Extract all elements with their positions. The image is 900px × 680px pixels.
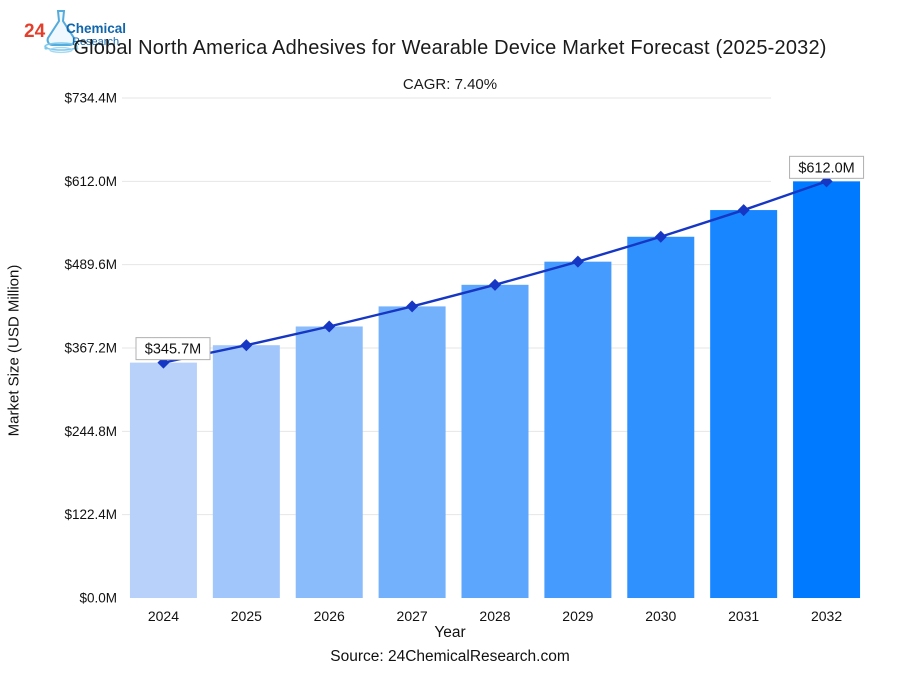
x-tick-label: 2024: [148, 608, 179, 624]
y-tick-label: $612.0M: [64, 174, 117, 189]
bar-2030: [627, 236, 695, 598]
bar-2031: [710, 210, 778, 598]
bar-2028: [461, 284, 529, 598]
bar-2026: [295, 326, 363, 598]
trend-marker-2029: [571, 255, 584, 268]
y-tick-label: $244.8M: [64, 424, 117, 439]
bar-2032: [793, 181, 861, 599]
logo-graphic: 24 Chemical Research: [24, 10, 126, 54]
data-label-text-2024: $345.7M: [145, 342, 201, 358]
y-tick-label: $367.2M: [64, 341, 117, 356]
source-note: Source: 24ChemicalResearch.com: [330, 648, 570, 665]
y-tick-label: $122.4M: [64, 507, 117, 522]
x-tick-label: 2027: [397, 608, 428, 624]
trend-marker-2027: [406, 300, 419, 313]
flask-icon: [44, 10, 79, 54]
x-tick-label: 2031: [728, 608, 759, 624]
data-label-text-2032: $612.0M: [798, 160, 854, 176]
logo-number: 24: [24, 21, 46, 42]
bar-2024: [129, 362, 197, 598]
x-tick-label: 2029: [562, 608, 593, 624]
data-label-box-2032: [789, 155, 865, 179]
trend-marker-2030: [654, 230, 667, 243]
bar-2025: [212, 345, 280, 598]
trend-marker-2031: [737, 204, 750, 217]
trend-marker-2025: [240, 339, 253, 352]
chart-subtitle: CAGR: 7.40%: [402, 76, 498, 93]
y-axis-title: Market Size (USD Million): [5, 264, 23, 437]
x-tick-label: 2028: [479, 608, 510, 624]
x-tick-label: 2032: [811, 608, 842, 624]
x-tick-label: 2030: [645, 608, 676, 624]
logo-name-bottom: Research: [72, 36, 119, 48]
bar-2029: [544, 261, 612, 598]
y-tick-label: $0.0M: [79, 591, 117, 606]
y-tick-label: $734.4M: [64, 91, 117, 106]
chart-title: Global North America Adhesives for Weara…: [73, 37, 827, 59]
bar-2027: [378, 306, 446, 598]
data-label-box-2024: [135, 337, 211, 361]
trend-marker-2026: [323, 320, 336, 333]
y-tick-label: $489.6M: [64, 257, 117, 272]
trend-marker-2028: [489, 278, 501, 291]
x-axis-title: Year: [434, 624, 466, 641]
logo-name-top: Chemical: [66, 21, 126, 36]
x-tick-label: 2026: [314, 608, 345, 624]
logo: 24 Chemical Research: [22, 8, 152, 54]
x-tick-label: 2025: [231, 608, 262, 624]
